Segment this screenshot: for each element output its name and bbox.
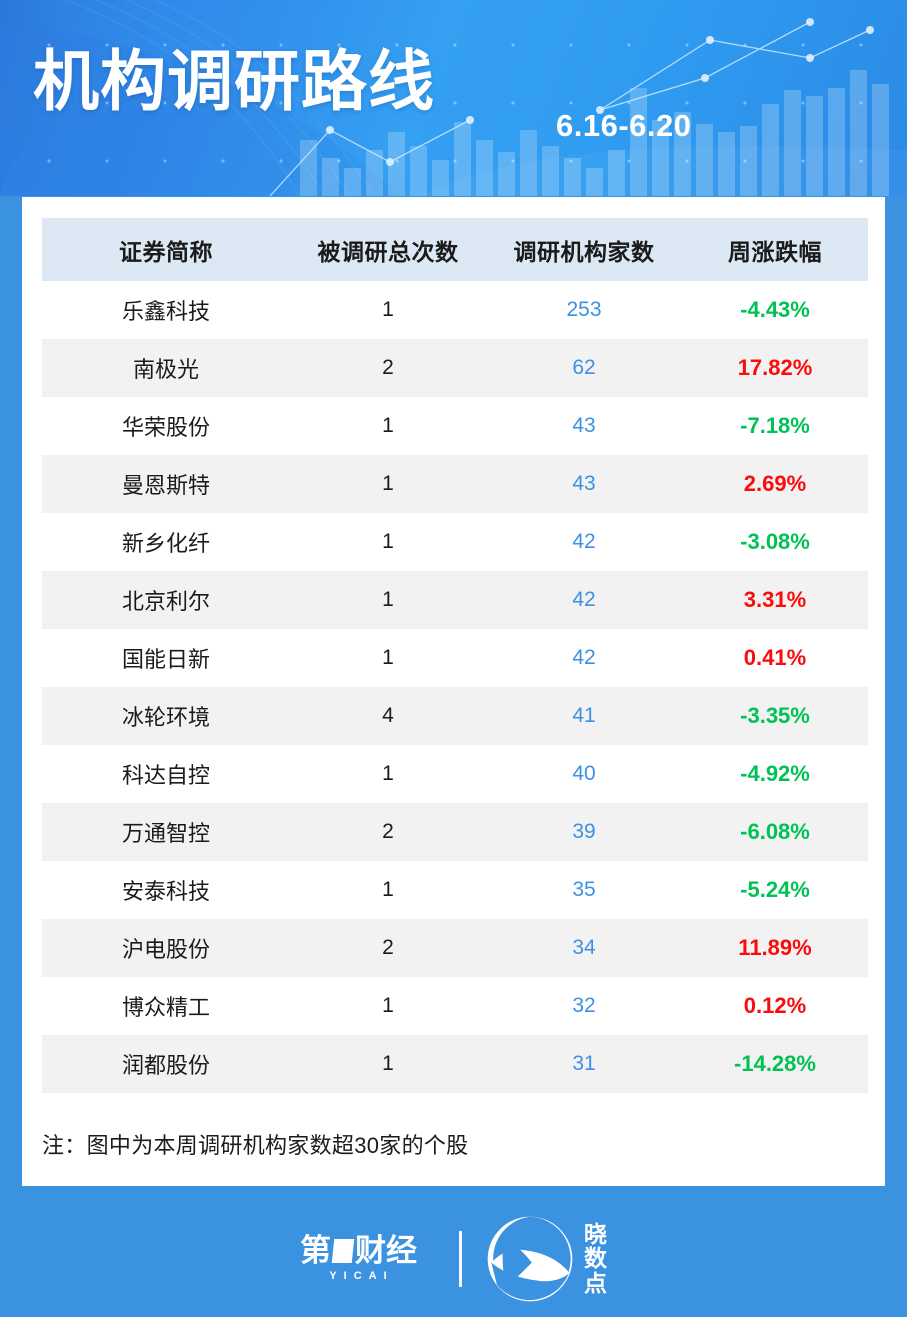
banner-dot-grid: [0, 0, 907, 196]
cell-institution-count: 42: [572, 530, 596, 553]
cell-institution-count: 42: [572, 646, 596, 669]
yicai-one-block-icon: [331, 1238, 355, 1263]
cell-stock-name: 安泰科技: [121, 879, 210, 904]
table-row: 北京利尔 1 42 3.31%: [42, 571, 868, 629]
table-row: 安泰科技 1 35 -5.24%: [42, 861, 868, 919]
cell-institution-count: 35: [572, 878, 596, 901]
cell-stock-name: 华荣股份: [121, 415, 210, 440]
table-row: 科达自控 1 40 -4.92%: [42, 745, 868, 803]
cell-stock-name: 北京利尔: [121, 589, 210, 614]
xs-circle-logo-icon: [487, 1216, 573, 1301]
yicai-wordmark: 第 财经: [300, 1235, 417, 1266]
cell-institution-count: 42: [572, 588, 596, 611]
brand-group: 第 财经 YICAI 晓 数 点: [300, 1213, 607, 1305]
cell-visit-count: 1: [382, 1052, 394, 1075]
table-row: 华荣股份 1 43 -7.18%: [42, 397, 868, 455]
brand-divider: [459, 1230, 462, 1287]
cell-weekly-change: -14.28%: [734, 1051, 816, 1076]
column-header-name: 证券简称: [119, 238, 213, 265]
xs-label-line1: 晓: [584, 1220, 607, 1247]
cell-institution-count: 34: [572, 936, 596, 959]
cell-weekly-change: 17.82%: [737, 355, 813, 380]
yicai-logo: 第 财经 YICAI: [300, 1235, 417, 1282]
date-range-label: 6.16-6.20: [556, 108, 692, 143]
cell-institution-count: 41: [572, 704, 596, 727]
cell-stock-name: 万通智控: [121, 821, 210, 846]
cell-weekly-change: 0.12%: [743, 993, 807, 1018]
cell-visit-count: 1: [382, 994, 394, 1017]
cell-weekly-change: -5.24%: [740, 877, 810, 902]
cell-visit-count: 1: [382, 472, 394, 495]
table-row: 沪电股份 2 34 11.89%: [42, 919, 868, 977]
table-header-row: 证券简称 被调研总次数 调研机构家数 周涨跌幅: [42, 218, 868, 281]
cell-stock-name: 科达自控: [121, 763, 210, 788]
footer-branding: 第 财经 YICAI 晓 数 点: [0, 1200, 907, 1317]
yicai-char-di: 第: [300, 1233, 331, 1268]
table-row: 博众精工 1 32 0.12%: [42, 977, 868, 1035]
cell-weekly-change: 2.69%: [743, 471, 807, 496]
cell-visit-count: 4: [382, 704, 394, 727]
cell-visit-count: 2: [382, 936, 394, 959]
cell-stock-name: 乐鑫科技: [121, 299, 210, 324]
column-header-inst: 调研机构家数: [513, 238, 655, 265]
table-body: 乐鑫科技 1 253 -4.43% 南极光 2 62 17.82% 华荣股份 1 43 -7.18% 曼…: [42, 281, 868, 1093]
page-title: 机构调研路线: [33, 44, 435, 118]
cell-weekly-change: 11.89%: [738, 935, 812, 960]
cell-weekly-change: 0.41%: [743, 645, 807, 670]
content-card: 证券简称 被调研总次数 调研机构家数 周涨跌幅 乐鑫科技 1 253 -4.43% 南极…: [22, 197, 885, 1186]
cell-visit-count: 1: [382, 414, 394, 437]
cell-institution-count: 39: [572, 820, 596, 843]
cell-visit-count: 1: [382, 762, 394, 785]
cell-stock-name: 冰轮环境: [121, 705, 210, 730]
cell-stock-name: 新乡化纤: [121, 531, 210, 556]
cell-visit-count: 1: [382, 298, 394, 321]
column-header-count: 被调研总次数: [317, 238, 459, 265]
table-row: 南极光 2 62 17.82%: [42, 339, 868, 397]
cell-stock-name: 沪电股份: [121, 937, 210, 962]
cell-visit-count: 1: [382, 588, 394, 611]
header-banner: 机构调研路线 6.16-6.20: [0, 0, 907, 196]
yicai-pinyin: YICAI: [329, 1270, 394, 1282]
cell-stock-name: 曼恩斯特: [121, 473, 210, 498]
column-header-chg: 周涨跌幅: [728, 238, 822, 265]
cell-weekly-change: 3.31%: [743, 587, 807, 612]
table-row: 新乡化纤 1 42 -3.08%: [42, 513, 868, 571]
cell-weekly-change: -4.92%: [740, 761, 810, 786]
cell-visit-count: 2: [382, 356, 394, 379]
table-note: 注：图中为本周调研机构家数超30家的个股: [42, 1133, 469, 1158]
cell-visit-count: 1: [382, 878, 394, 901]
cell-stock-name: 南极光: [132, 357, 199, 382]
research-table: 证券简称 被调研总次数 调研机构家数 周涨跌幅 乐鑫科技 1 253 -4.43% 南极…: [42, 218, 868, 1093]
cell-weekly-change: -6.08%: [740, 819, 810, 844]
table-row: 曼恩斯特 1 43 2.69%: [42, 455, 868, 513]
yicai-chars-caijing: 财经: [355, 1233, 417, 1268]
cell-institution-count: 43: [572, 472, 596, 495]
table-row: 乐鑫科技 1 253 -4.43%: [42, 281, 868, 339]
table-row: 冰轮环境 4 41 -3.35%: [42, 687, 868, 745]
cell-institution-count: 32: [572, 994, 596, 1017]
cell-weekly-change: -7.18%: [740, 413, 810, 438]
cell-stock-name: 润都股份: [121, 1053, 210, 1078]
cell-stock-name: 博众精工: [121, 995, 210, 1020]
cell-institution-count: 43: [572, 414, 596, 437]
xiaoshudian-label: 晓 数 点: [584, 1220, 607, 1296]
banner-chart-decoration: [269, 18, 889, 196]
cell-institution-count: 253: [566, 298, 602, 321]
table-row: 润都股份 1 31 -14.28%: [42, 1035, 868, 1093]
cell-weekly-change: -3.35%: [740, 703, 810, 728]
table-row: 万通智控 2 39 -6.08%: [42, 803, 868, 861]
cell-visit-count: 1: [382, 530, 394, 553]
banner-wave-decoration: [0, 0, 907, 196]
cell-visit-count: 2: [382, 820, 394, 843]
table-row: 国能日新 1 42 0.41%: [42, 629, 868, 687]
cell-institution-count: 31: [572, 1052, 596, 1075]
cell-stock-name: 国能日新: [121, 647, 210, 672]
xs-label-line2: 数: [584, 1245, 607, 1272]
cell-weekly-change: -4.43%: [740, 297, 810, 322]
cell-visit-count: 1: [382, 646, 394, 669]
cell-institution-count: 40: [572, 762, 596, 785]
xs-label-line3: 点: [584, 1269, 607, 1296]
cell-institution-count: 62: [572, 356, 596, 379]
cell-weekly-change: -3.08%: [740, 529, 810, 554]
